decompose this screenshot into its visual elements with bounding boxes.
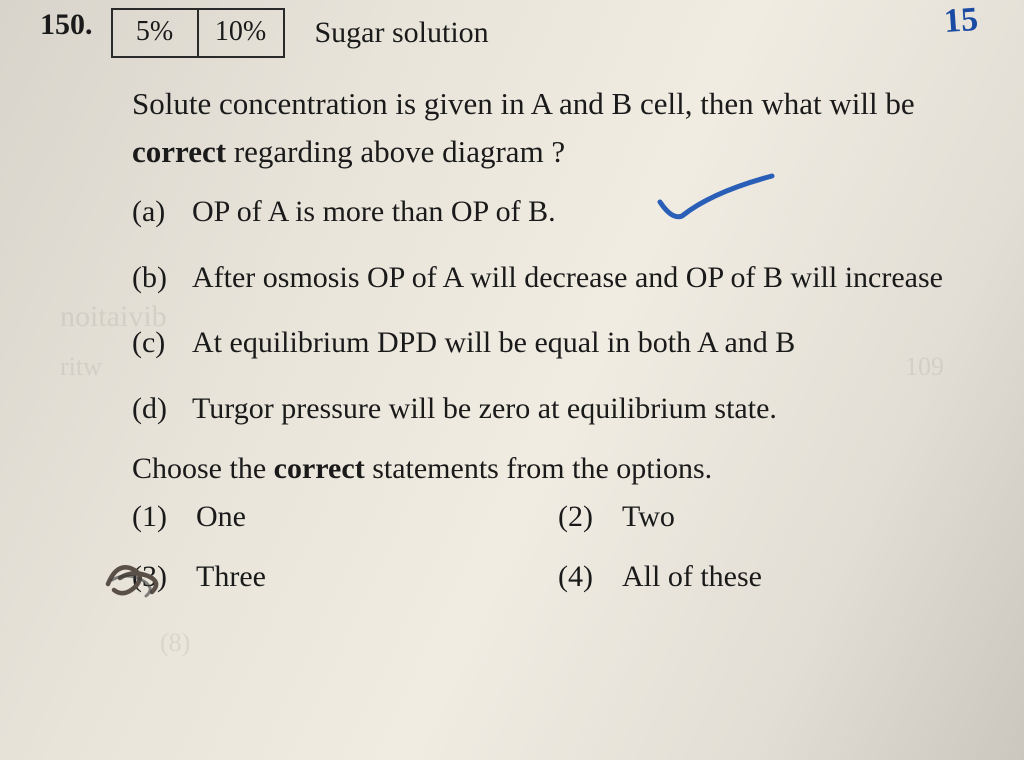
ghost-text: (8)	[160, 628, 190, 658]
option-d: (d) Turgor pressure will be zero at equi…	[132, 387, 984, 431]
question-number: 150.	[40, 8, 93, 42]
answer-1: (1) One	[132, 500, 558, 534]
option-d-text: Turgor pressure will be zero at equilibr…	[192, 387, 984, 431]
answer-2: (2) Two	[558, 500, 984, 534]
option-c-text: At equilibrium DPD will be equal in both…	[192, 321, 984, 365]
option-a: (a) OP of A is more than OP of B.	[132, 190, 984, 234]
choose-bold: correct	[274, 452, 365, 485]
stem-post: regarding above diagram ?	[226, 134, 565, 169]
cell-diagram: 5% 10%	[111, 8, 285, 58]
answer-3-text: Three	[196, 560, 266, 594]
choose-pre: Choose the	[132, 452, 274, 485]
answer-row-1: (1) One (2) Two	[132, 500, 984, 534]
stem-bold: correct	[132, 134, 226, 169]
option-b: (b) After osmosis OP of A will decrease …	[132, 256, 984, 300]
answer-row-2: (3) Three (4) All of these	[132, 560, 984, 594]
answer-3: (3) Three	[132, 560, 558, 594]
answer-4-text: All of these	[622, 560, 762, 594]
pencil-scribble-icon	[102, 550, 172, 602]
answer-2-text: Two	[622, 500, 675, 534]
answer-1-label: (1)	[132, 500, 184, 534]
answer-4-label: (4)	[558, 560, 610, 594]
ghost-text: ritw	[60, 352, 102, 382]
option-b-label: (b)	[132, 256, 180, 300]
cell-a: 5%	[111, 8, 199, 58]
question-stem: Solute concentration is given in A and B…	[132, 80, 984, 176]
answer-4: (4) All of these	[558, 560, 984, 594]
option-c: (c) At equilibrium DPD will be equal in …	[132, 321, 984, 365]
question-header-row: 150. 5% 10% Sugar solution	[40, 8, 984, 58]
handwritten-annotation: 15	[943, 1, 980, 41]
tick-icon	[652, 172, 782, 232]
answer-2-label: (2)	[558, 500, 610, 534]
answer-1-text: One	[196, 500, 246, 534]
option-a-label: (a)	[132, 190, 180, 234]
option-b-text: After osmosis OP of A will decrease and …	[192, 256, 984, 300]
choose-line: Choose the correct statements from the o…	[132, 452, 984, 486]
statement-options: (a) OP of A is more than OP of B. (b) Af…	[132, 190, 984, 430]
option-a-text: OP of A is more than OP of B.	[192, 190, 984, 234]
stem-pre: Solute concentration is given in A and B…	[132, 86, 915, 121]
page: 15 150. 5% 10% Sugar solution Solute con…	[0, 0, 1024, 594]
option-c-label: (c)	[132, 321, 180, 365]
cells-label: Sugar solution	[303, 8, 489, 50]
cell-b: 10%	[199, 8, 285, 58]
option-d-label: (d)	[132, 387, 180, 431]
choose-post: statements from the options.	[365, 452, 712, 485]
